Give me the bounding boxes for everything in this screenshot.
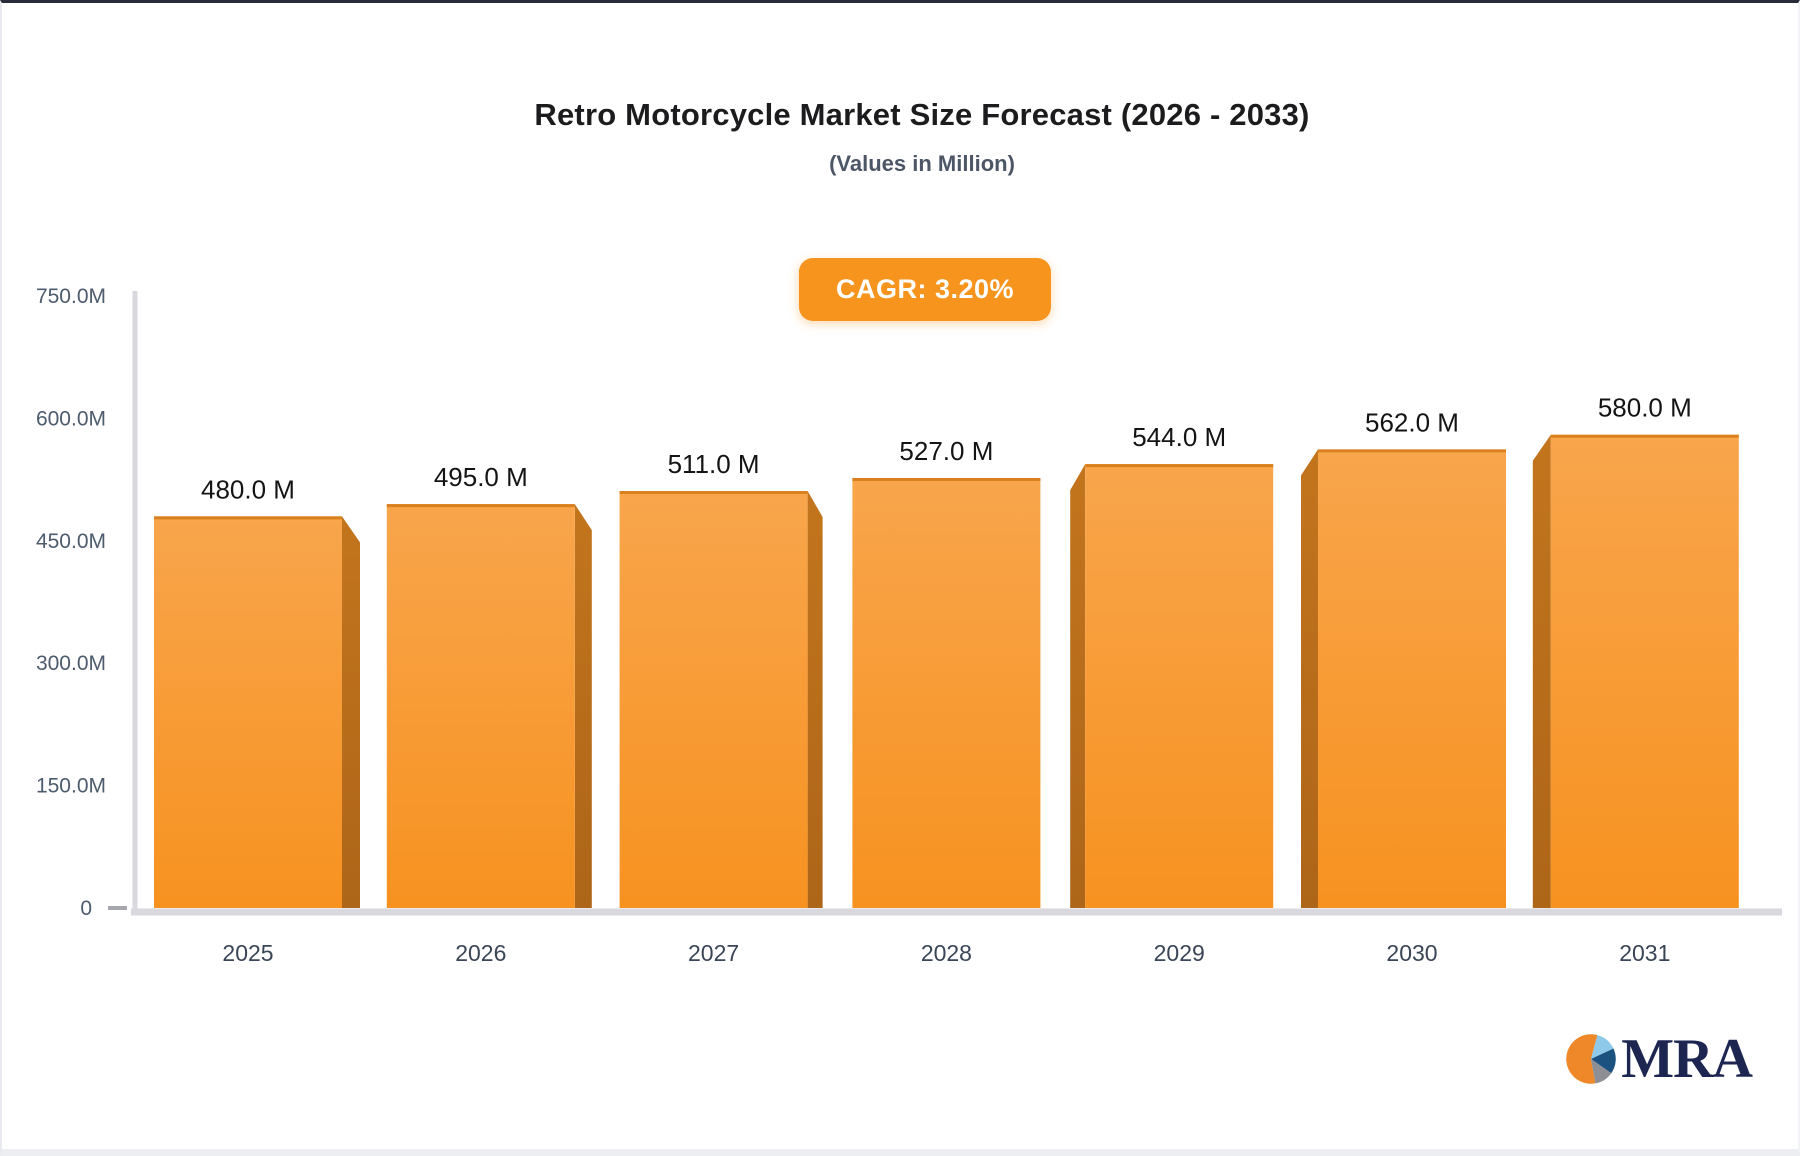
cagr-badge-label: CAGR: 3.20% [835, 274, 1015, 304]
bar-group-2029: 544.0 M 2029 [1070, 422, 1274, 966]
light-blue-slice [1591, 1035, 1614, 1059]
navy-slice [1591, 1048, 1617, 1074]
x-axis-label: 2028 [921, 940, 972, 966]
bar-value-label: 495.0 M [434, 462, 528, 492]
bar-side-3d [1532, 434, 1551, 908]
bar-value-label: 511.0 M [668, 449, 760, 479]
y-axis-tick-label: 450.0M [36, 530, 106, 553]
bar-group-2030: 562.0 M 2030 [1301, 407, 1506, 966]
bar-side-3d [807, 491, 823, 908]
y-axis-tick-label: 150.0M [36, 775, 106, 798]
chart-title: Retro Motorcycle Market Size Forecast (2… [534, 97, 1310, 132]
bar-group-2028: 527.0 M 2028 [852, 436, 1041, 966]
bar-group-2031: 580.0 M 2031 [1532, 393, 1739, 966]
bar-2025 [154, 516, 342, 908]
bar-value-label: 527.0 M [899, 436, 993, 466]
x-axis-label: 2027 [688, 940, 739, 966]
y-axis-tick-label: 600.0M [36, 407, 106, 430]
bar-group-2025: 480.0 M 2025 [154, 474, 360, 966]
bar-group-2026: 495.0 M 2026 [386, 462, 592, 966]
bar-chart: 750.0M 600.0M 450.0M 300.0M 150.0M 0 480.0 M 20… [36, 285, 1782, 966]
y-axis-tick-label: 0 [80, 897, 92, 920]
pie-chart-logo-icon [1566, 1034, 1617, 1084]
bar-value-label: 544.0 M [1132, 422, 1226, 452]
x-axis-label: 2026 [455, 940, 506, 966]
bar-side-3d [574, 504, 592, 908]
bar-side-3d [1070, 464, 1086, 908]
orange-slice [1566, 1034, 1598, 1084]
bar-group-2027: 511.0 M 2027 [619, 449, 823, 966]
bar-value-label: 580.0 M [1598, 393, 1692, 423]
bar-side-3d [342, 516, 360, 908]
cagr-badge: CAGR: 3.20% [798, 258, 1052, 321]
bar-value-label: 480.0 M [201, 474, 295, 504]
x-axis-label: 2031 [1619, 940, 1670, 966]
bar-value-label: 562.0 M [1365, 407, 1459, 437]
x-axis-label: 2029 [1154, 940, 1205, 966]
bar-2030 [1318, 449, 1506, 908]
y-axis-tick-label: 750.0M [36, 285, 106, 308]
x-axis-label: 2030 [1386, 940, 1437, 966]
brand-logo-text: MRA [1621, 1028, 1753, 1090]
brand-logo: MRA [1565, 1028, 1753, 1090]
bar-2031 [1550, 434, 1739, 908]
chart-subtitle: (Values in Million) [829, 151, 1015, 176]
bar-2028 [852, 477, 1041, 908]
bar-2027 [619, 491, 808, 908]
bar-2026 [386, 504, 575, 908]
gray-slice [1591, 1059, 1612, 1084]
bar-2029 [1085, 464, 1274, 908]
y-axis-tick-label: 300.0M [36, 652, 106, 675]
bar-side-3d [1301, 449, 1318, 908]
x-axis-label: 2025 [222, 940, 273, 966]
